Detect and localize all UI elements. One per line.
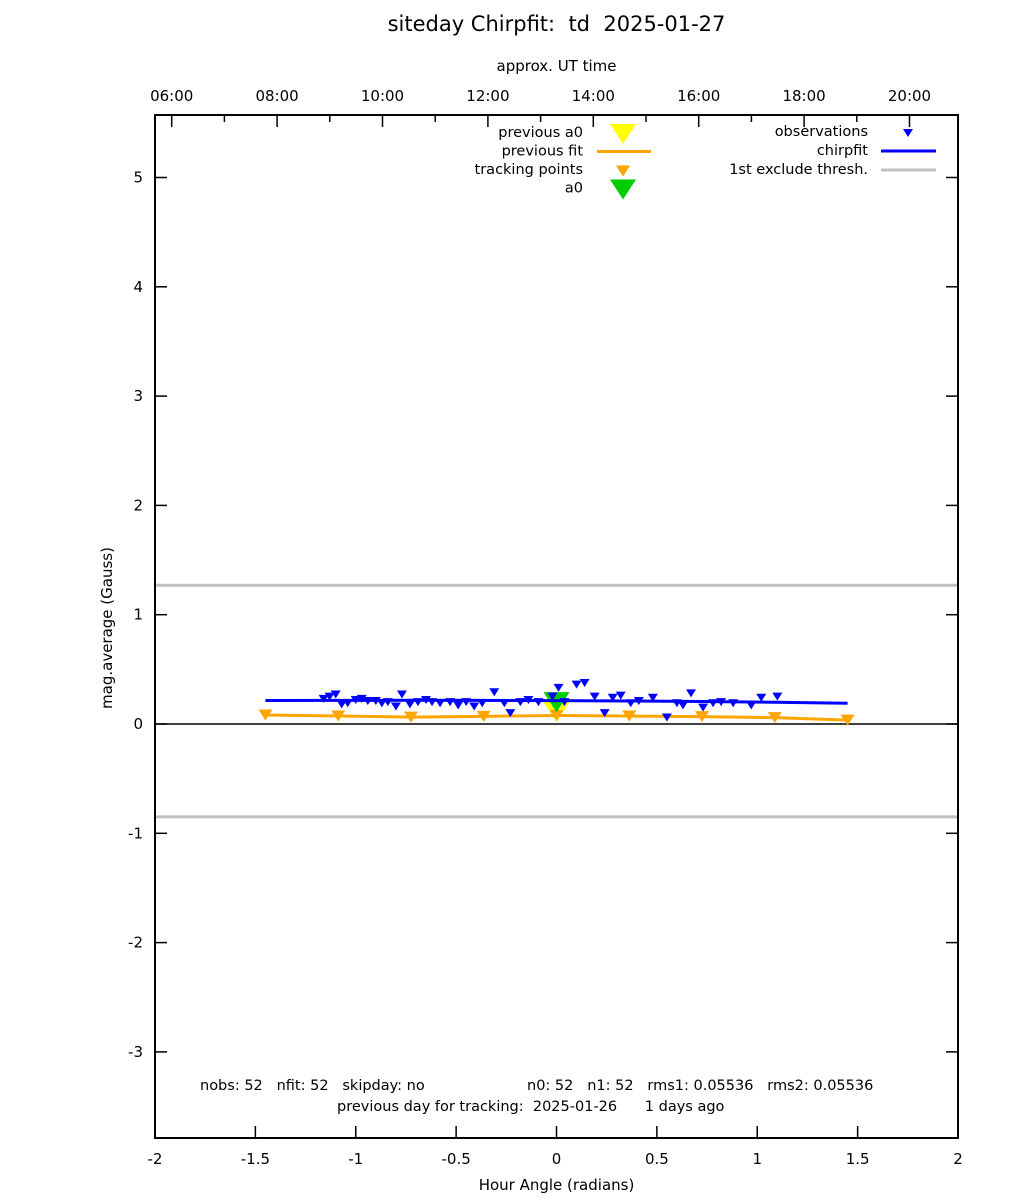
observation-point <box>772 692 783 701</box>
y-tick-label: 3 <box>133 387 143 405</box>
observation-point <box>404 700 415 709</box>
legend-label: tracking points <box>475 162 583 178</box>
observation-point <box>698 703 709 712</box>
y-tick-label: 4 <box>133 278 143 296</box>
y-tick-label: -3 <box>128 1043 143 1061</box>
stats-counts: nobs: 52 nfit: 52 skipday: no <box>200 1078 425 1094</box>
observation-point <box>453 701 464 710</box>
x-tick-label: -1.5 <box>241 1150 270 1168</box>
stats-previous-day: previous day for tracking: 2025-01-26 1 … <box>337 1099 725 1115</box>
legend-label: previous fit <box>502 144 584 160</box>
y-tick-label: 2 <box>133 496 143 514</box>
legend-marker-sample <box>903 129 913 137</box>
observation-point <box>661 713 672 722</box>
x-tick-label: 1.5 <box>846 1150 870 1168</box>
tracking-point <box>767 712 782 724</box>
legend-marker-sample <box>610 179 636 200</box>
observation-point <box>599 709 610 718</box>
legend-label: 1st exclude thresh. <box>729 162 868 178</box>
y-tick-label: -1 <box>128 824 143 842</box>
legend-label: previous a0 <box>498 125 583 141</box>
time-tick-label: 12:00 <box>466 87 509 105</box>
legend-marker-sample <box>610 124 636 144</box>
observation-point <box>505 709 516 718</box>
observation-point <box>677 701 688 710</box>
x-tick-label: -2 <box>148 1150 163 1168</box>
observation-point <box>547 692 558 701</box>
plot-border <box>154 114 959 1139</box>
time-tick-label: 08:00 <box>255 87 298 105</box>
chirpfit-line <box>265 698 848 705</box>
x-tick-label: 2 <box>953 1150 963 1168</box>
observation-point <box>469 702 480 711</box>
y-tick-label: 5 <box>133 169 143 187</box>
observation-point <box>607 693 618 702</box>
chart-title: siteday Chirpfit: td 2025-01-27 <box>387 12 726 36</box>
observation-point <box>324 692 335 701</box>
tracking-point <box>476 710 491 722</box>
legend-label: observations <box>775 124 868 140</box>
x-tick-label: 1 <box>752 1150 762 1168</box>
observation-point <box>318 694 329 703</box>
tracking-point <box>695 711 710 723</box>
top-axis-title: approx. UT time <box>496 57 617 75</box>
tracking-point <box>258 709 273 721</box>
observation-point <box>589 692 600 701</box>
stats-rms: n0: 52 n1: 52 rms1: 0.05536 rms2: 0.0553… <box>527 1078 874 1094</box>
observation-point <box>756 693 767 702</box>
time-tick-label: 20:00 <box>888 87 931 105</box>
y-tick-label: 1 <box>133 606 143 624</box>
legend-label: chirpfit <box>817 143 868 159</box>
tracking-point <box>403 711 418 723</box>
time-tick-label: 18:00 <box>782 87 825 105</box>
observation-point <box>336 700 347 709</box>
time-tick-label: 06:00 <box>150 87 193 105</box>
observation-point <box>330 690 341 699</box>
x-tick-label: 0.5 <box>645 1150 669 1168</box>
tracking-point <box>549 709 564 721</box>
tracking-point <box>840 714 855 726</box>
observation-point <box>686 689 697 698</box>
x-axis-title: Hour Angle (radians) <box>478 1176 635 1194</box>
tracking-point <box>622 710 637 722</box>
y-axis-title: mag.average (Gauss) <box>98 547 116 709</box>
legend-marker-sample <box>616 165 630 177</box>
time-tick-label: 14:00 <box>572 87 615 105</box>
observation-point <box>396 690 407 699</box>
observation-point <box>615 691 626 700</box>
observation-point <box>390 702 401 711</box>
a0-marker <box>543 692 570 713</box>
time-tick-label: 10:00 <box>361 87 404 105</box>
observation-point <box>579 679 590 688</box>
x-tick-label: 0 <box>552 1150 562 1168</box>
tracking-point <box>331 710 346 722</box>
y-tick-label: 0 <box>133 715 143 733</box>
x-tick-label: -1 <box>348 1150 363 1168</box>
legend-label: a0 <box>565 181 583 197</box>
observation-point <box>553 683 564 692</box>
observation-point <box>647 693 658 702</box>
y-tick-label: -2 <box>128 934 143 952</box>
x-tick-label: -0.5 <box>441 1150 470 1168</box>
time-tick-label: 16:00 <box>677 87 720 105</box>
observation-point <box>571 680 582 689</box>
observation-point <box>489 688 500 697</box>
